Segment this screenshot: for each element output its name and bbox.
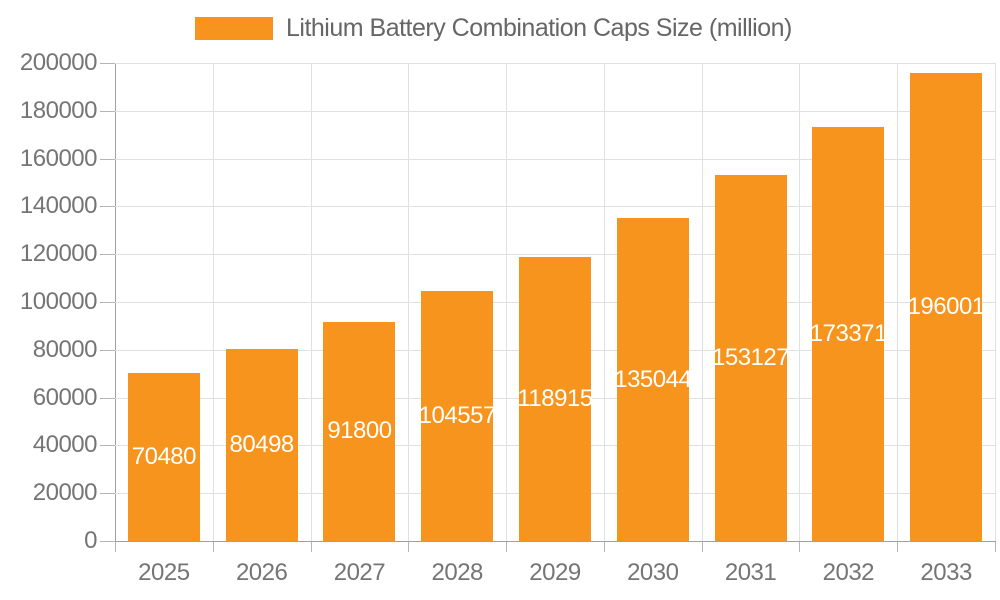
legend-label: Lithium Battery Combination Caps Size (m… — [286, 14, 792, 42]
legend-swatch-icon — [195, 17, 273, 40]
grid-line-vertical — [310, 63, 312, 541]
y-axis-tick — [100, 541, 115, 542]
y-tick-label: 80000 — [32, 335, 98, 363]
bar-value-label: 80498 — [229, 430, 295, 458]
bar-value-label: 70480 — [131, 442, 197, 470]
y-tick-label: 140000 — [19, 192, 98, 220]
x-axis-tick — [701, 542, 703, 552]
y-tick-label: 100000 — [19, 288, 98, 315]
grid-line-vertical — [897, 63, 899, 541]
x-tick-label: 2025 — [138, 559, 190, 586]
grid-line-vertical — [408, 63, 410, 541]
x-axis-tick — [115, 542, 116, 552]
y-tick-label: 200000 — [19, 49, 98, 76]
y-tick-label: 40000 — [32, 431, 98, 459]
y-axis-tick — [100, 493, 115, 495]
y-axis-tick — [100, 445, 115, 447]
x-axis-line — [115, 541, 996, 542]
bar: 196001 — [907, 72, 986, 541]
x-axis-tick — [995, 542, 996, 552]
x-axis-tick — [603, 542, 605, 552]
x-axis-tick — [506, 542, 508, 552]
grid-line-horizontal — [115, 254, 995, 256]
y-axis-tick — [100, 63, 115, 64]
bar: 118915 — [517, 256, 593, 541]
y-axis-tick — [100, 349, 115, 351]
grid-line-horizontal — [115, 158, 995, 160]
x-tick-label: 2030 — [627, 559, 679, 586]
y-tick-label: 120000 — [19, 240, 98, 268]
x-axis-tick — [408, 542, 410, 552]
bar-value-label: 104557 — [418, 402, 497, 430]
y-tick-label: 60000 — [32, 383, 98, 411]
x-tick-label: 2031 — [724, 559, 777, 586]
grid-line-horizontal — [115, 206, 995, 208]
grid-line-vertical — [212, 63, 214, 541]
bar: 135044 — [614, 218, 692, 541]
bar-value-label: 135044 — [614, 365, 692, 393]
y-axis-tick — [100, 397, 115, 399]
bar-value-label: 196001 — [907, 292, 986, 320]
bar: 70480 — [127, 372, 200, 541]
y-axis-tick — [100, 158, 115, 160]
grid-line-vertical — [506, 63, 508, 541]
x-tick-label: 2026 — [235, 559, 288, 586]
bar-value-label: 153127 — [712, 344, 790, 371]
x-tick-label: 2032 — [822, 559, 875, 586]
y-axis-tick — [100, 110, 115, 112]
bar-value-label: 118915 — [517, 384, 593, 412]
bar-value-label: 91800 — [327, 417, 392, 445]
grid-line-vertical — [603, 63, 605, 541]
bar: 91800 — [323, 321, 396, 541]
grid-line-vertical — [995, 63, 996, 541]
x-tick-label: 2029 — [529, 559, 581, 586]
x-axis-tick — [212, 542, 214, 552]
bar: 80498 — [225, 348, 298, 541]
grid-line-vertical — [799, 63, 801, 541]
y-tick-label: 0 — [84, 527, 97, 554]
grid-line-horizontal — [115, 63, 995, 64]
y-axis-tick — [100, 206, 115, 208]
x-axis-tick — [897, 542, 899, 552]
bar: 173371 — [809, 126, 888, 541]
bar: 104557 — [418, 291, 497, 541]
y-tick-label: 160000 — [19, 144, 98, 172]
bar: 153127 — [712, 175, 790, 541]
y-tick-label: 20000 — [32, 479, 98, 507]
x-tick-label: 2033 — [920, 559, 972, 586]
x-tick-label: 2028 — [431, 559, 484, 586]
grid-line-horizontal — [115, 110, 995, 112]
legend[interactable]: Lithium Battery Combination Caps Size (m… — [195, 14, 792, 43]
grid-line-vertical — [701, 63, 703, 541]
bar-value-label: 173371 — [809, 319, 888, 347]
y-tick-label: 180000 — [19, 96, 98, 124]
y-axis-tick — [100, 302, 115, 303]
x-axis-tick — [310, 542, 312, 552]
y-axis-tick — [100, 254, 115, 256]
x-axis-tick — [799, 542, 801, 552]
x-tick-label: 2027 — [333, 559, 386, 586]
